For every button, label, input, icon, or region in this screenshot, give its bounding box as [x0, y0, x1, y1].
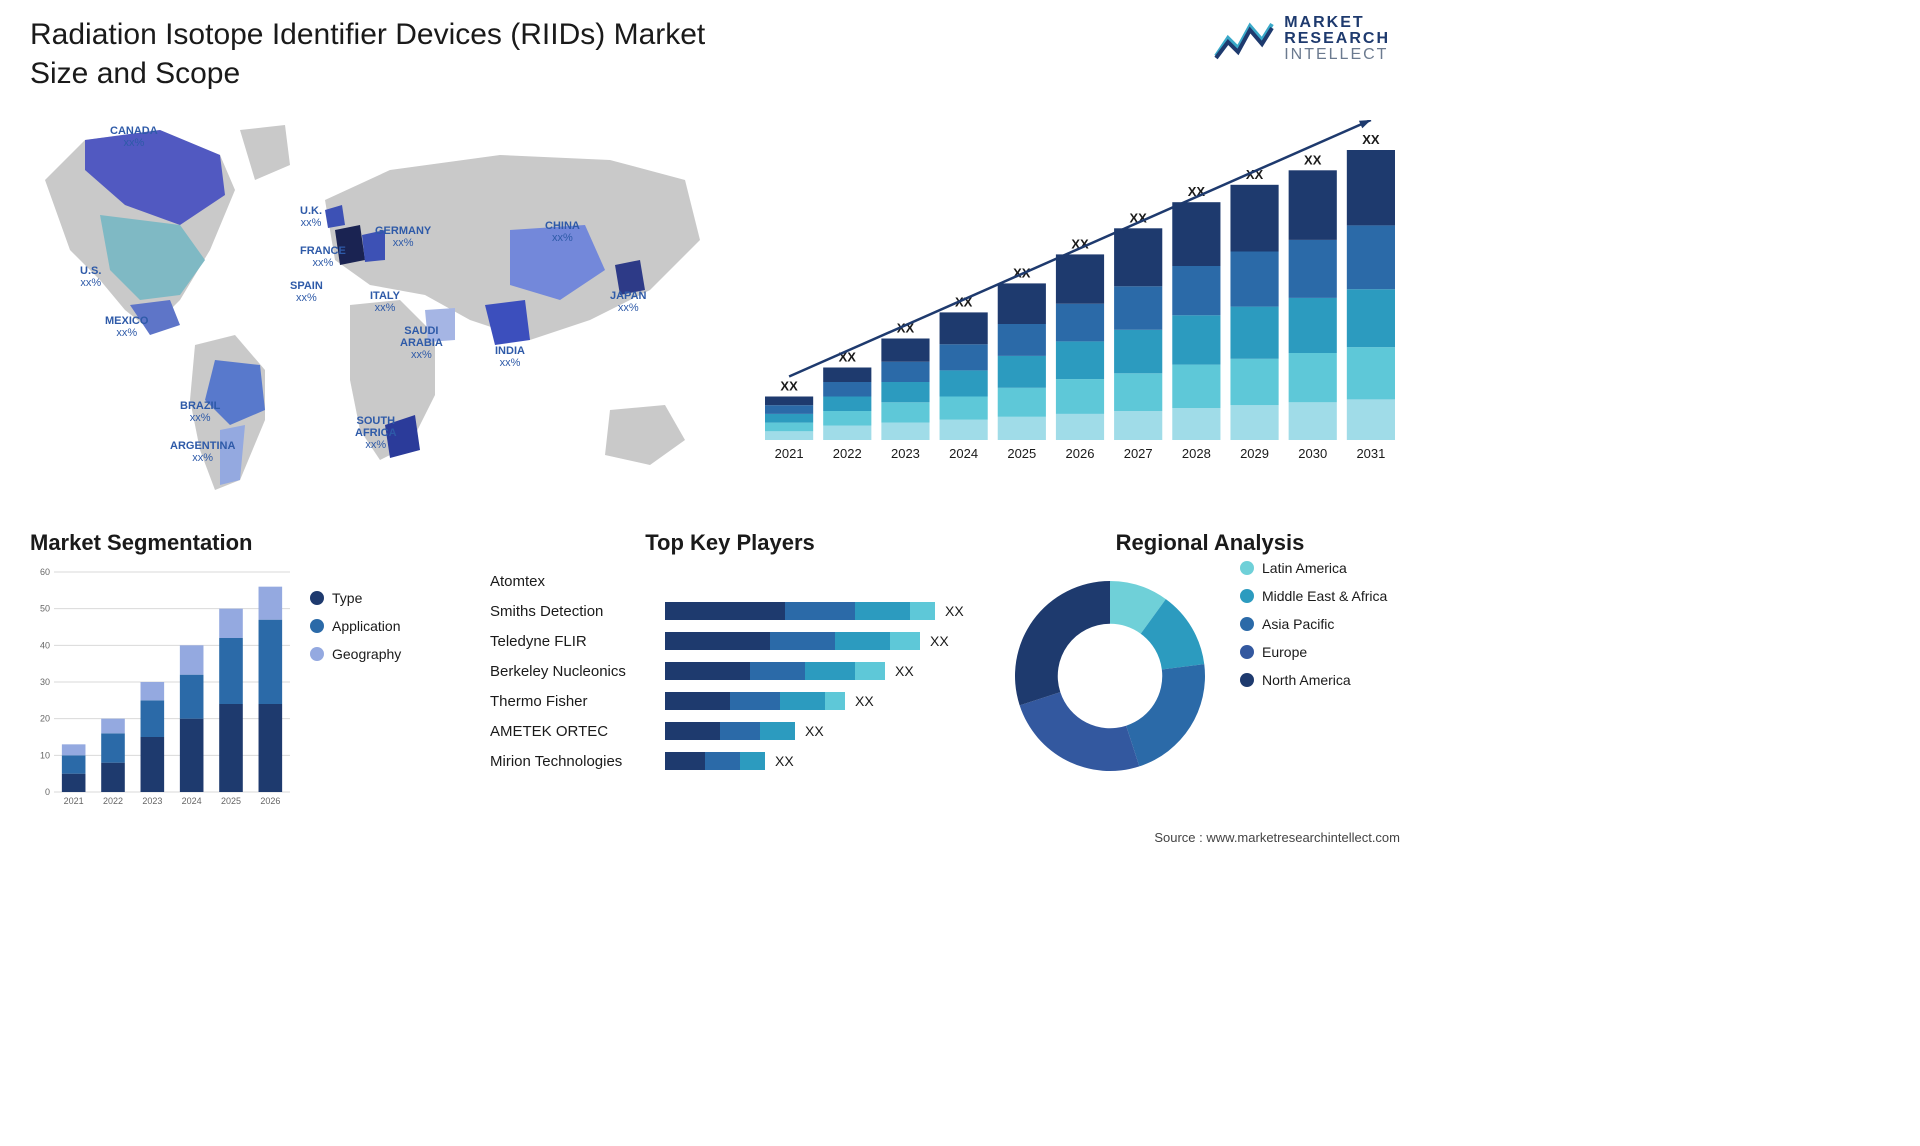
segmentation-title: Market Segmentation [30, 530, 470, 556]
player-name: AMETEK ORTEC [490, 723, 665, 740]
legend-item: Europe [1240, 644, 1387, 660]
player-bar [665, 602, 935, 620]
players-title: Top Key Players [490, 530, 970, 556]
segmentation-chart: 0 10 20 30 40 50 60 2021 2022 2023 2024 2025 2026 [30, 566, 290, 816]
svg-text:0: 0 [45, 787, 50, 797]
svg-text:2031: 2031 [1356, 446, 1385, 461]
player-name: Smiths Detection [490, 603, 665, 620]
map-label: CHINAxx% [545, 220, 580, 244]
player-value: XX [855, 693, 874, 709]
player-row: Berkeley Nucleonics XX [490, 656, 970, 686]
svg-text:XX: XX [1362, 132, 1380, 147]
player-row: Thermo Fisher XX [490, 686, 970, 716]
map-label: U.S.xx% [80, 265, 101, 289]
svg-text:2025: 2025 [221, 796, 241, 806]
map-label: U.K.xx% [300, 205, 322, 229]
svg-text:2023: 2023 [891, 446, 920, 461]
player-name: Berkeley Nucleonics [490, 663, 665, 680]
player-row: Mirion Technologies XX [490, 746, 970, 776]
svg-text:2023: 2023 [142, 796, 162, 806]
market-segmentation-block: Market Segmentation 0 10 20 30 40 50 60 2021 202… [30, 530, 470, 816]
market-growth-chart: XX2021XX2022XX2023XX2024XX2025XX2026XX20… [760, 120, 1400, 480]
svg-text:40: 40 [40, 640, 50, 650]
player-row: AMETEK ORTEC XX [490, 716, 970, 746]
segmentation-legend: Type Application Geography [310, 590, 401, 674]
player-bar [665, 632, 920, 650]
regional-donut [1000, 566, 1220, 786]
player-name: Mirion Technologies [490, 753, 665, 770]
svg-text:2022: 2022 [103, 796, 123, 806]
player-value: XX [775, 753, 794, 769]
svg-text:60: 60 [40, 567, 50, 577]
key-players-block: Top Key Players Atomtex Smiths Detection X… [490, 530, 970, 776]
svg-text:30: 30 [40, 677, 50, 687]
logo-icon [1214, 18, 1274, 60]
svg-text:2022: 2022 [833, 446, 862, 461]
svg-text:2028: 2028 [1182, 446, 1211, 461]
legend-item: Type [310, 590, 401, 606]
player-bar [665, 662, 885, 680]
player-value: XX [805, 723, 824, 739]
legend-item: North America [1240, 672, 1387, 688]
brand-logo: MARKET RESEARCH INTELLECT [1214, 15, 1390, 63]
source-credit: Source : www.marketresearchintellect.com [1154, 830, 1400, 845]
svg-text:2029: 2029 [1240, 446, 1269, 461]
map-label: ARGENTINAxx% [170, 440, 235, 464]
legend-item: Middle East & Africa [1240, 588, 1387, 604]
player-name: Thermo Fisher [490, 693, 665, 710]
svg-text:2024: 2024 [182, 796, 202, 806]
regional-analysis-block: Regional Analysis Latin America Middle Ea… [1000, 530, 1420, 786]
page-title: Radiation Isotope Identifier Devices (RI… [30, 15, 730, 93]
map-label: FRANCExx% [300, 245, 346, 269]
world-map: CANADAxx% U.S.xx% MEXICOxx% BRAZILxx% ARGENT… [30, 110, 720, 510]
svg-text:2024: 2024 [949, 446, 978, 461]
svg-text:2026: 2026 [1066, 446, 1095, 461]
player-value: XX [945, 603, 964, 619]
svg-text:2027: 2027 [1124, 446, 1153, 461]
logo-line1: MARKET [1284, 15, 1390, 31]
player-value: XX [930, 633, 949, 649]
svg-text:10: 10 [40, 750, 50, 760]
svg-text:2026: 2026 [260, 796, 280, 806]
player-name: Atomtex [490, 573, 665, 590]
legend-item: Latin America [1240, 560, 1387, 576]
svg-text:50: 50 [40, 604, 50, 614]
player-bar [665, 722, 795, 740]
legend-item: Application [310, 618, 401, 634]
map-label: SAUDIARABIAxx% [400, 325, 443, 361]
svg-text:XX: XX [780, 379, 798, 394]
player-name: Teledyne FLIR [490, 633, 665, 650]
player-bar [665, 692, 845, 710]
svg-text:2025: 2025 [1007, 446, 1036, 461]
regional-legend: Latin America Middle East & Africa Asia Pa… [1240, 560, 1387, 700]
player-row: Teledyne FLIR XX [490, 626, 970, 656]
map-label: ITALYxx% [370, 290, 400, 314]
legend-item: Asia Pacific [1240, 616, 1387, 632]
svg-text:XX: XX [1304, 152, 1322, 167]
legend-item: Geography [310, 646, 401, 662]
map-label: CANADAxx% [110, 125, 158, 149]
map-label: SPAINxx% [290, 280, 323, 304]
map-label: INDIAxx% [495, 345, 525, 369]
player-row: Atomtex [490, 566, 970, 596]
map-label: BRAZILxx% [180, 400, 220, 424]
svg-text:2021: 2021 [64, 796, 84, 806]
map-label: JAPANxx% [610, 290, 646, 314]
map-label: MEXICOxx% [105, 315, 148, 339]
map-label: SOUTHAFRICAxx% [355, 415, 397, 451]
player-row: Smiths Detection XX [490, 596, 970, 626]
player-value: XX [895, 663, 914, 679]
logo-line2: RESEARCH [1284, 31, 1390, 47]
svg-text:2030: 2030 [1298, 446, 1327, 461]
player-bar [665, 752, 765, 770]
players-list: Atomtex Smiths Detection XX Teledyne FLIR XX… [490, 566, 970, 776]
logo-line3: INTELLECT [1284, 47, 1390, 63]
map-label: GERMANYxx% [375, 225, 431, 249]
svg-text:20: 20 [40, 714, 50, 724]
regional-title: Regional Analysis [1000, 530, 1420, 556]
svg-text:2021: 2021 [775, 446, 804, 461]
